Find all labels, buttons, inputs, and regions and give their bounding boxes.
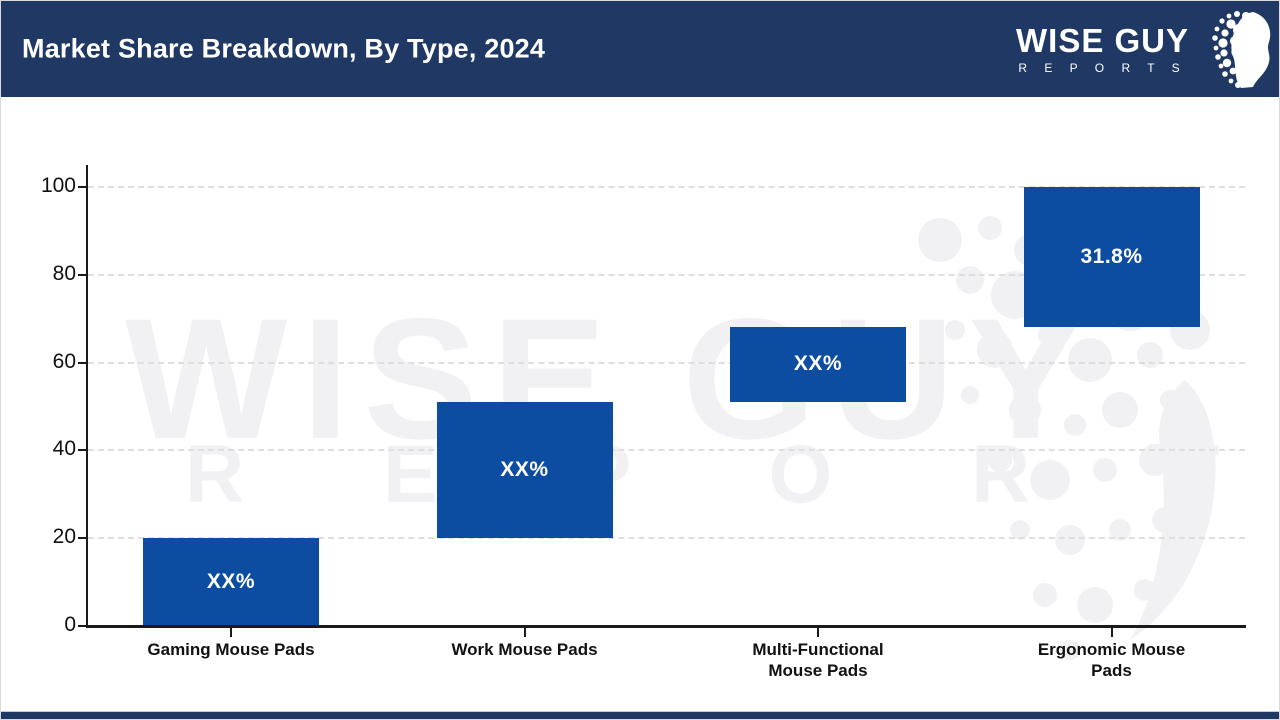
brand-logo-text: WISE GUY R E P O R T S [1016, 24, 1189, 75]
y-tick-label-60: 60 [52, 349, 76, 373]
x-tick-mark [523, 628, 526, 637]
y-tick-mark-40 [78, 449, 87, 452]
gridline-40 [88, 449, 1245, 452]
category-label: Work Mouse Pads [451, 640, 598, 659]
x-tick-mark [230, 628, 232, 637]
category-label: Ergonomic Mouse Pads [1037, 640, 1186, 680]
y-tick-mark-0 [78, 625, 87, 627]
bar-value-label: XX% [206, 570, 256, 594]
bar-segment: XX% [730, 326, 906, 403]
y-tick-mark-20 [78, 537, 87, 540]
y-tick-label-100: 100 [40, 174, 76, 197]
gridline-20 [88, 537, 1245, 540]
y-tick-mark-100 [78, 186, 87, 188]
header-bar: Market Share Breakdown, By Type, 2024 WI… [0, 0, 1280, 97]
bar-segment: 31.8% [1023, 187, 1200, 327]
category-label: Gaming Mouse Pads [147, 640, 315, 659]
y-axis-line [86, 165, 88, 628]
brand-name: WISE GUY [1016, 21, 1190, 59]
bar-segment: XX% [143, 538, 319, 626]
brand-logo: WISE GUY R E P O R T S [1016, 8, 1271, 90]
y-tick-mark-80 [78, 273, 87, 276]
x-tick-mark [817, 628, 819, 637]
x-axis-line [86, 625, 1246, 628]
y-tick-label-80: 80 [52, 261, 76, 285]
gridline-80 [88, 273, 1245, 276]
x-tick-mark [1110, 628, 1113, 637]
bar-segment: XX% [436, 402, 613, 539]
category-label: Multi-Functional Mouse Pads [752, 640, 884, 680]
y-tick-label-20: 20 [52, 525, 76, 549]
footer-bar [0, 711, 1280, 720]
y-tick-label-0: 0 [64, 613, 76, 636]
page-title: Market Share Breakdown, By Type, 2024 [22, 33, 546, 63]
bar-value-label: 31.8% [1080, 244, 1143, 268]
bar-value-label: XX% [793, 352, 843, 376]
y-tick-mark-60 [78, 361, 87, 364]
brand-face-icon [1212, 11, 1271, 88]
gridline-60 [88, 361, 1245, 364]
brand-subtitle: R E P O R T S [1018, 60, 1187, 75]
gridline-100 [88, 186, 1245, 188]
bar-value-label: XX% [500, 458, 549, 482]
y-tick-label-40: 40 [52, 437, 76, 461]
